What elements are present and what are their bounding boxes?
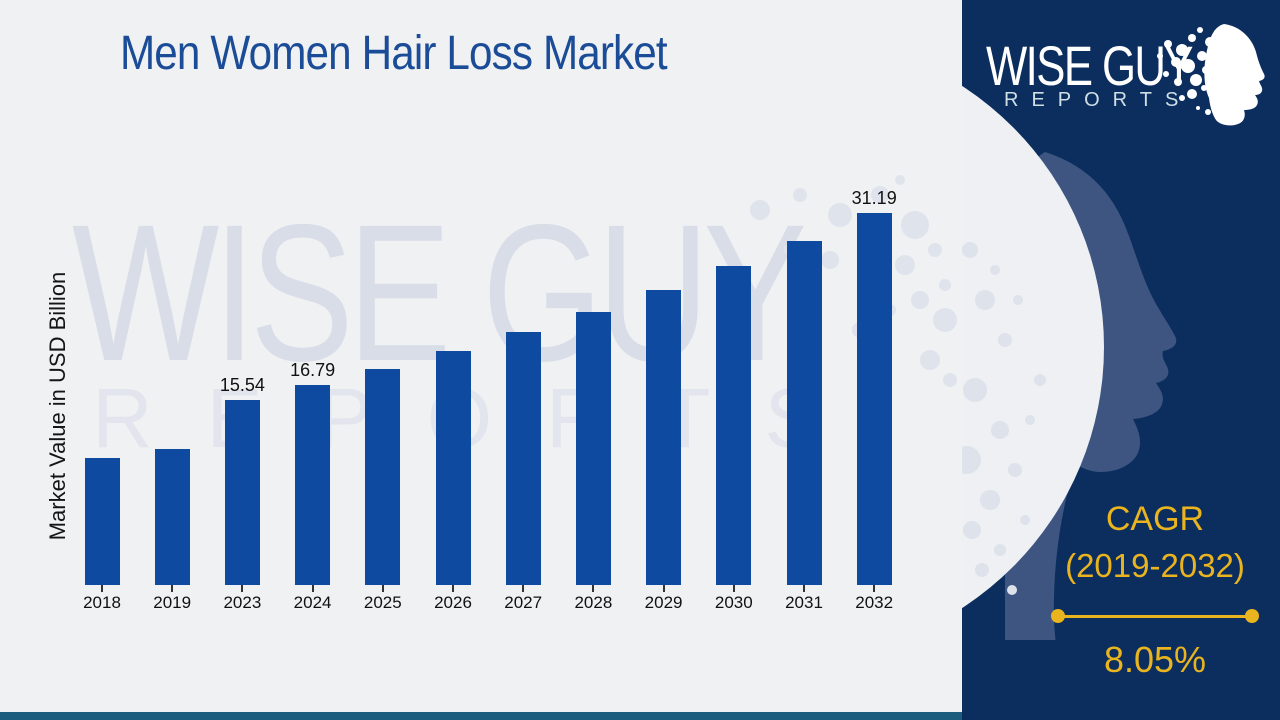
watermark-dot <box>928 243 942 257</box>
brand-panel: WISE GUY REPORTS CAGR (2019-2032) <box>962 0 1280 720</box>
cagr-divider-line <box>1051 609 1259 623</box>
x-tick-label-2029: 2029 <box>644 593 683 612</box>
head-circle-dot <box>998 333 1012 347</box>
bar-2019 <box>154 449 190 585</box>
watermark-dot <box>920 350 940 370</box>
x-tick-label-2031: 2031 <box>785 593 823 612</box>
bar-2023 <box>224 400 260 585</box>
x-tick-label-2018: 2018 <box>83 593 121 612</box>
watermark-dot <box>895 175 905 185</box>
x-tick-label-2019: 2019 <box>153 593 192 612</box>
cagr-range: (2019-2032) <box>1065 547 1245 584</box>
head-circle-dot <box>962 446 981 474</box>
bottom-accent-strip <box>0 712 962 720</box>
x-tick-label-2026: 2026 <box>434 593 472 612</box>
head-circle-dot <box>963 378 987 402</box>
x-tick-label-2028: 2028 <box>574 593 613 612</box>
head-circle-dot <box>1008 463 1022 477</box>
bar-2030 <box>716 266 752 585</box>
bar-2029 <box>646 290 682 585</box>
head-circle-dot <box>963 521 981 539</box>
bar-2027 <box>505 332 541 585</box>
logo-head-icon <box>1157 24 1265 126</box>
head-circle-dot <box>1013 295 1023 305</box>
x-axis-tick <box>241 585 244 592</box>
x-axis-tick <box>311 585 314 592</box>
cagr-block: CAGR (2019-2032) 8.05% <box>1040 500 1270 681</box>
watermark-dot <box>943 373 957 387</box>
head-circle-dot <box>975 563 989 577</box>
watermark-dot <box>939 279 951 291</box>
watermark-dot <box>871 186 889 204</box>
x-axis-tick <box>381 585 384 592</box>
head-circle-dot <box>962 242 978 258</box>
head-circle-dot <box>990 265 1000 275</box>
bar-2026 <box>435 351 471 585</box>
head-circle-dot <box>991 421 1009 439</box>
head-circle-dot <box>1020 515 1030 525</box>
x-axis-tick <box>171 585 174 592</box>
bar-value-label-2024: 16.79 <box>290 360 336 380</box>
watermark-dot <box>828 203 852 227</box>
head-circle-dot <box>1025 415 1035 425</box>
watermark-dot <box>901 211 929 239</box>
watermark-dot <box>911 291 929 309</box>
x-tick-label-2023: 2023 <box>223 593 262 612</box>
bar-2028 <box>575 312 611 585</box>
bar-value-label-2032: 31.19 <box>851 188 897 208</box>
head-circle-dot <box>1034 374 1046 386</box>
line-end-dot-right <box>1245 609 1259 623</box>
x-axis-tick <box>873 585 876 592</box>
x-tick-label-2032: 2032 <box>855 593 894 612</box>
logo-wiseguy-text: WISE GUY <box>986 34 1194 97</box>
cagr-label: CAGR <box>1105 500 1205 538</box>
logo-reports-text: REPORTS <box>1004 89 1192 111</box>
head-circle-dot <box>994 544 1006 556</box>
x-axis-tick <box>803 585 805 592</box>
bar-2018 <box>84 458 120 585</box>
head-circle-dot <box>975 290 995 310</box>
x-axis-tick <box>101 585 103 592</box>
cagr-value: 8.05% <box>1103 639 1207 680</box>
bar-2031 <box>786 241 822 585</box>
x-tick-label-2030: 2030 <box>714 593 753 612</box>
page-title: Men Women Hair Loss Market <box>120 27 668 80</box>
watermark-dot <box>895 255 915 275</box>
x-axis-tick <box>732 585 735 592</box>
watermark-dot <box>793 188 807 202</box>
watermark-dot <box>933 308 957 332</box>
x-axis-tick <box>662 585 665 592</box>
bar-2032 <box>856 213 892 585</box>
watermark-dot <box>750 200 770 220</box>
head-circle-dot <box>1007 585 1017 595</box>
bar-2025 <box>365 369 401 585</box>
watermark-dot <box>821 251 839 269</box>
x-axis-tick <box>522 585 525 592</box>
x-axis-tick <box>452 585 454 592</box>
head-circle-dot <box>980 490 1000 510</box>
x-axis-tick <box>592 585 595 592</box>
bar-2024 <box>295 385 331 585</box>
bar-value-label-2023: 15.54 <box>219 375 265 395</box>
x-tick-label-2025: 2025 <box>363 593 402 612</box>
x-tick-label-2027: 2027 <box>504 593 543 612</box>
x-tick-label-2024: 2024 <box>293 593 332 612</box>
